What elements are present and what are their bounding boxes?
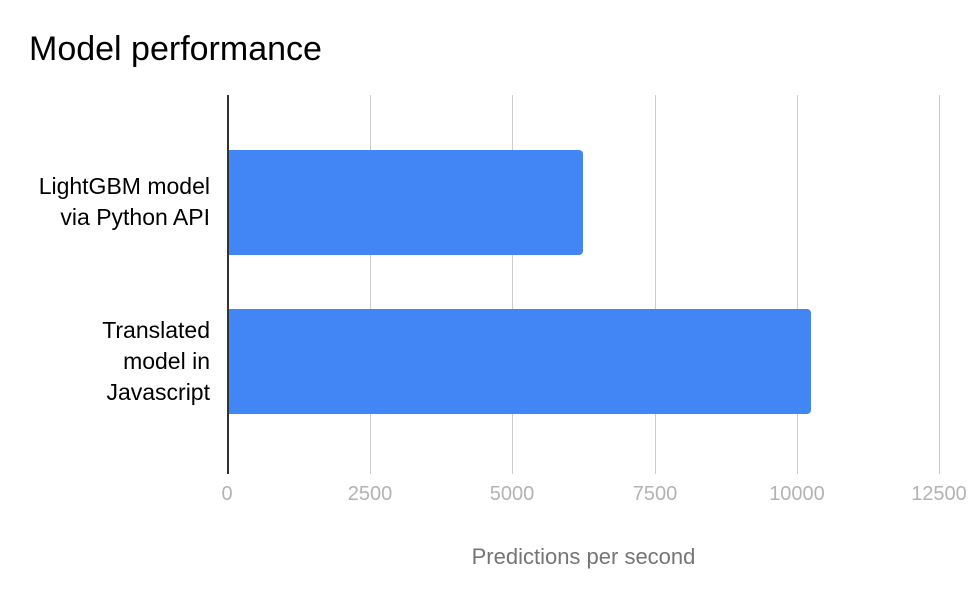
axis-tick-mark <box>655 468 656 474</box>
x-tick-label: 0 <box>221 483 233 505</box>
axis-tick-mark <box>797 468 798 474</box>
gridline <box>939 95 940 468</box>
category-label-line: via Python API <box>60 204 210 230</box>
axis-tick-mark <box>227 468 229 474</box>
gridline <box>655 95 656 468</box>
category-label-line: model in <box>123 348 210 374</box>
category-label-line: LightGBM model <box>38 173 210 199</box>
chart-title: Model performance <box>29 30 322 68</box>
plot-area <box>227 95 940 474</box>
axis-baseline <box>227 95 229 468</box>
category-label-line: Javascript <box>106 379 210 405</box>
category-label: LightGBM model via Python API <box>0 171 210 233</box>
gridline <box>512 95 513 468</box>
bar-1 <box>229 150 583 255</box>
x-axis-title: Predictions per second <box>471 544 696 569</box>
x-tick-label: 2500 <box>347 483 393 505</box>
category-label: Translated model in Javascript <box>0 315 210 408</box>
axis-tick-mark <box>370 468 371 474</box>
axis-tick-mark <box>512 468 513 474</box>
x-tick-label: 10000 <box>769 483 825 505</box>
gridline <box>370 95 371 468</box>
x-tick-label: 12500 <box>911 483 967 505</box>
bar-2 <box>229 309 811 414</box>
axis-tick-mark <box>939 468 940 474</box>
gridline <box>797 95 798 468</box>
category-axis-labels: LightGBM model via Python API Translated mo… <box>0 95 210 468</box>
x-tick-label: 7500 <box>632 483 678 505</box>
x-axis-tick-labels: 0 2500 5000 7500 10000 12500 <box>221 483 966 507</box>
x-tick-label: 5000 <box>489 483 535 505</box>
category-label-line: Translated <box>102 317 210 343</box>
